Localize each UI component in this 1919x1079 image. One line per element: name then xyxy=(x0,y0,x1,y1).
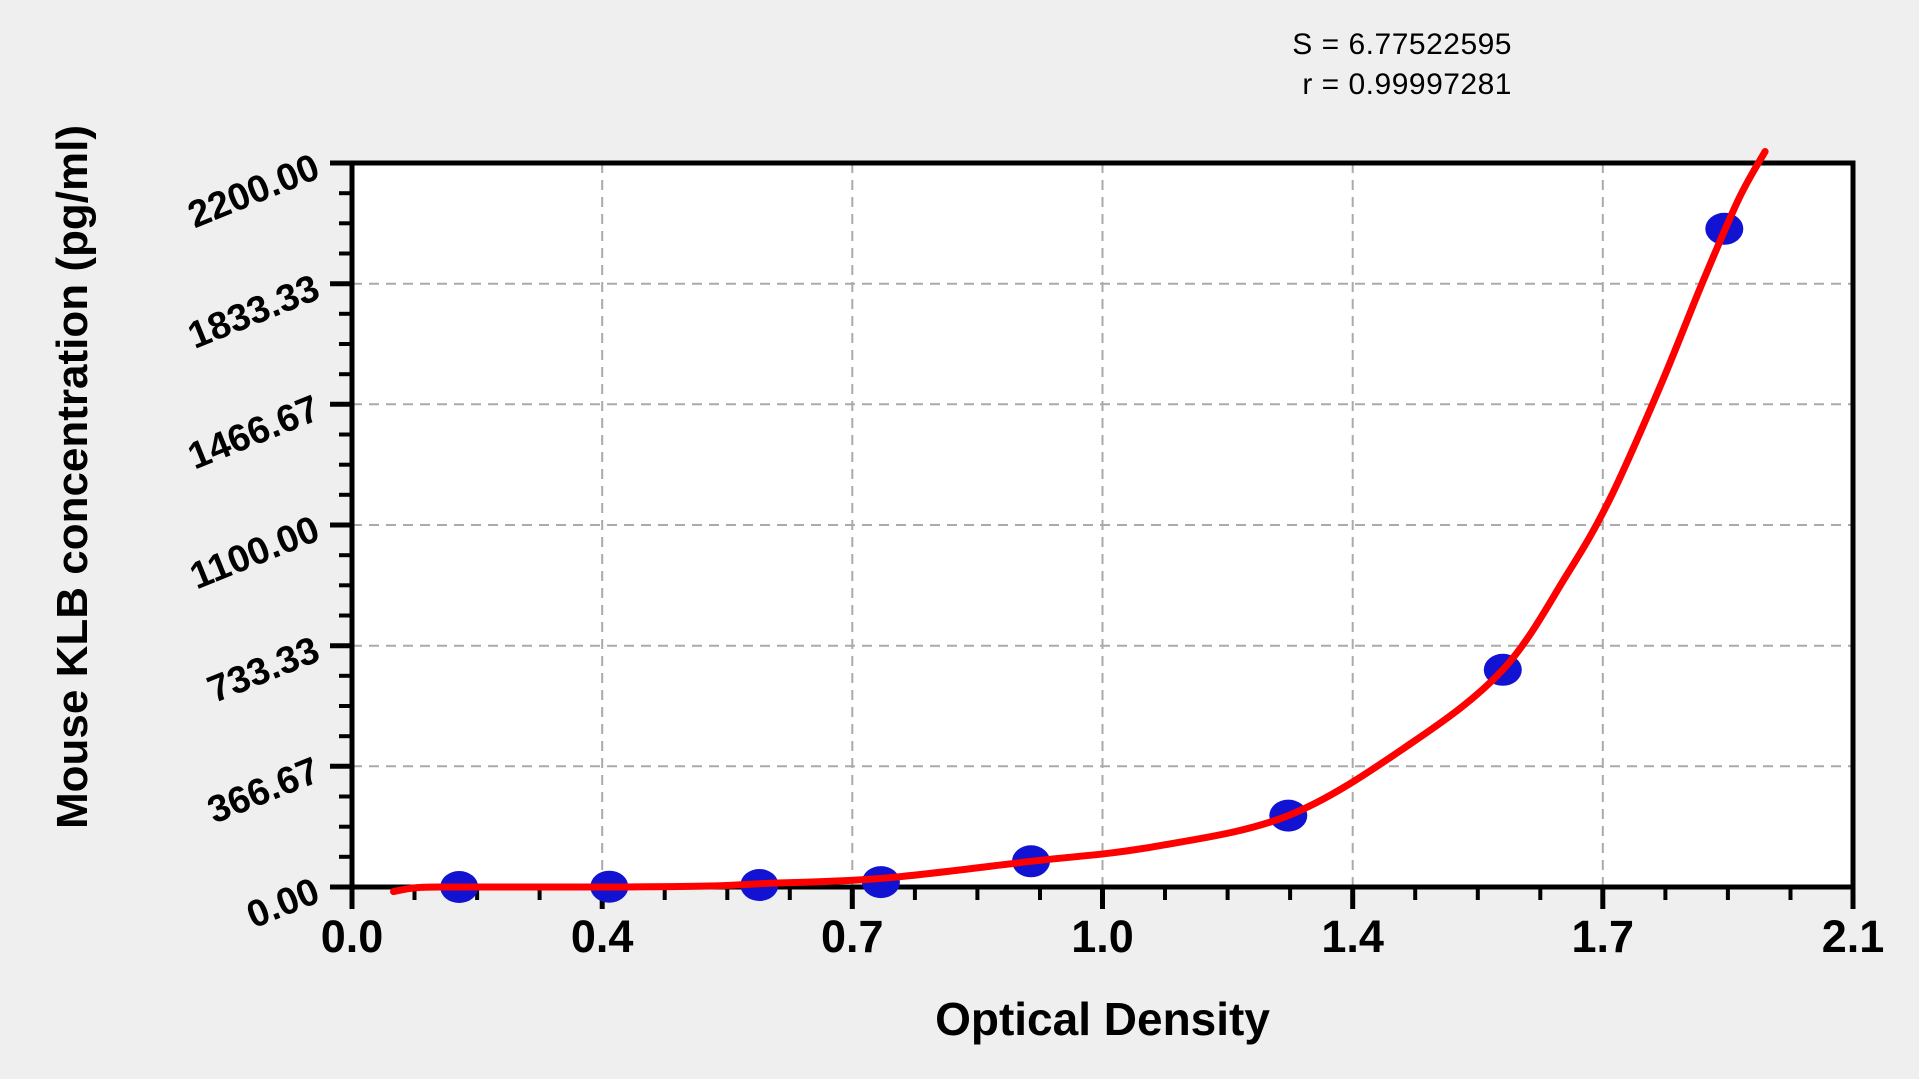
x-tick-label: 0.0 xyxy=(321,911,384,962)
y-tick-label: 0.00 xyxy=(241,870,325,937)
y-axis-title: Mouse KLB concentration (pg/ml) xyxy=(48,125,97,829)
fit-stat-r: r = 0.99997281 xyxy=(1302,68,1512,101)
x-tick-label: 2.1 xyxy=(1822,911,1885,962)
y-tick-label: 1833.33 xyxy=(182,267,325,357)
y-tick-label: 1466.67 xyxy=(182,388,325,478)
y-tick-label: 1100.00 xyxy=(184,508,325,598)
y-tick-label: 733.33 xyxy=(202,629,326,711)
x-tick-label: 1.4 xyxy=(1321,911,1384,962)
x-tick-label: 0.4 xyxy=(571,911,634,962)
x-axis-title: Optical Density xyxy=(935,993,1270,1045)
x-tick-label: 1.7 xyxy=(1572,911,1635,962)
x-tick-label: 1.0 xyxy=(1071,911,1134,962)
x-tick-label: 0.7 xyxy=(821,911,884,962)
y-tick-label: 366.67 xyxy=(202,750,326,832)
y-tick-label: 2200.00 xyxy=(182,146,325,236)
fit-stat-s: S = 6.77522595 xyxy=(1292,28,1512,61)
fit-curve xyxy=(390,148,1769,896)
